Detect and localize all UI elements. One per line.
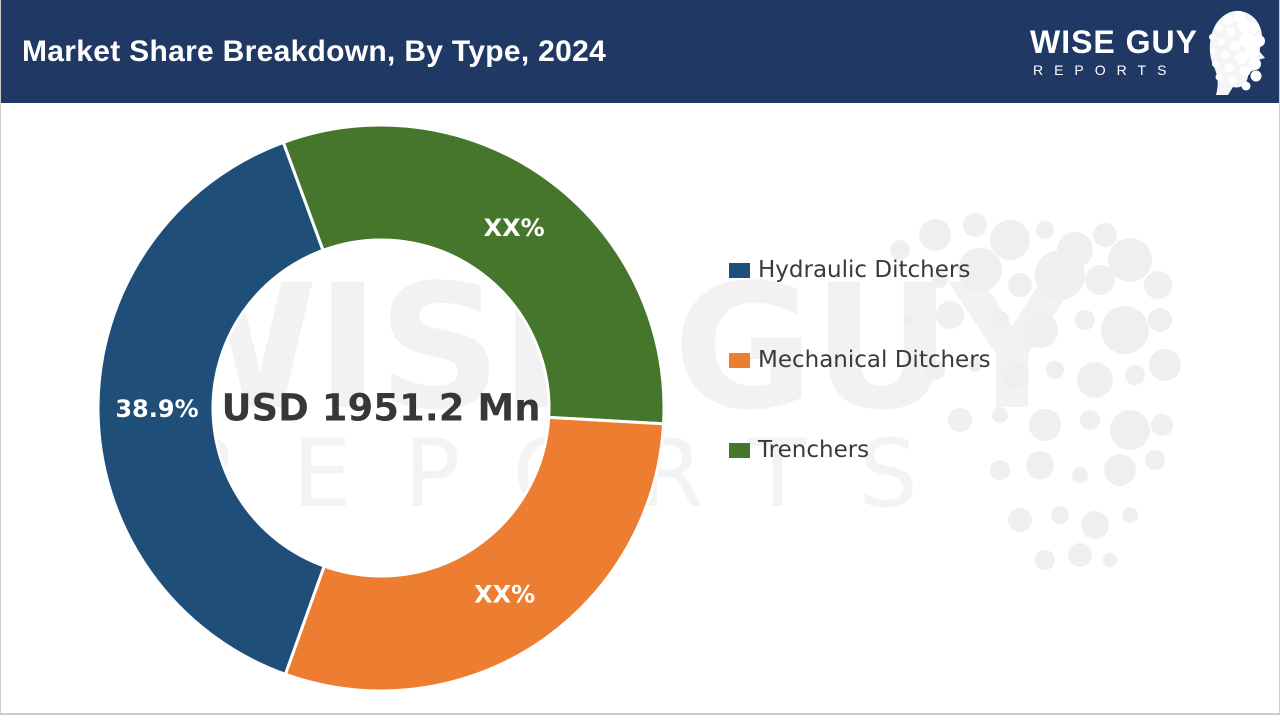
brand-head-icon	[1209, 10, 1265, 96]
chart-center-value: USD 1951.2 Mn	[221, 386, 541, 430]
donut-slice-hydraulic-ditchers	[96, 140, 326, 676]
brand-logo: WISE GUY REPORTS	[1030, 6, 1266, 98]
slice-value-label: 38.9%	[115, 395, 198, 423]
brand-subtitle: REPORTS	[1032, 61, 1178, 78]
legend-label: Hydraulic Ditchers	[758, 257, 971, 283]
slice-value-label: XX%	[474, 581, 535, 609]
donut-chart: XX% XX% 38.9%	[96, 123, 666, 693]
brand-name: WISE GUY	[1029, 24, 1198, 61]
legend-label: Trenchers	[758, 437, 870, 463]
page-title: Market Share Breakdown, By Type, 2024	[22, 34, 607, 68]
slice-value-label: XX%	[484, 214, 545, 242]
legend: Hydraulic Ditchers Mechanical Ditchers Tre…	[729, 257, 991, 528]
legend-swatch	[729, 262, 750, 278]
donut-slice-trenchers	[281, 123, 666, 426]
legend-swatch	[729, 442, 750, 458]
donut-slice-mechanical-ditchers	[283, 415, 666, 693]
legend-item-mechanical-ditchers: Mechanical Ditchers	[729, 347, 991, 373]
legend-swatch	[729, 352, 750, 368]
header-bar: Market Share Breakdown, By Type, 2024 WI…	[0, 0, 1280, 103]
legend-item-trenchers: Trenchers	[729, 437, 991, 463]
brand-logo-text: WISE GUY REPORTS	[1030, 26, 1198, 78]
legend-item-hydraulic-ditchers: Hydraulic Ditchers	[729, 257, 991, 283]
legend-label: Mechanical Ditchers	[758, 347, 991, 373]
